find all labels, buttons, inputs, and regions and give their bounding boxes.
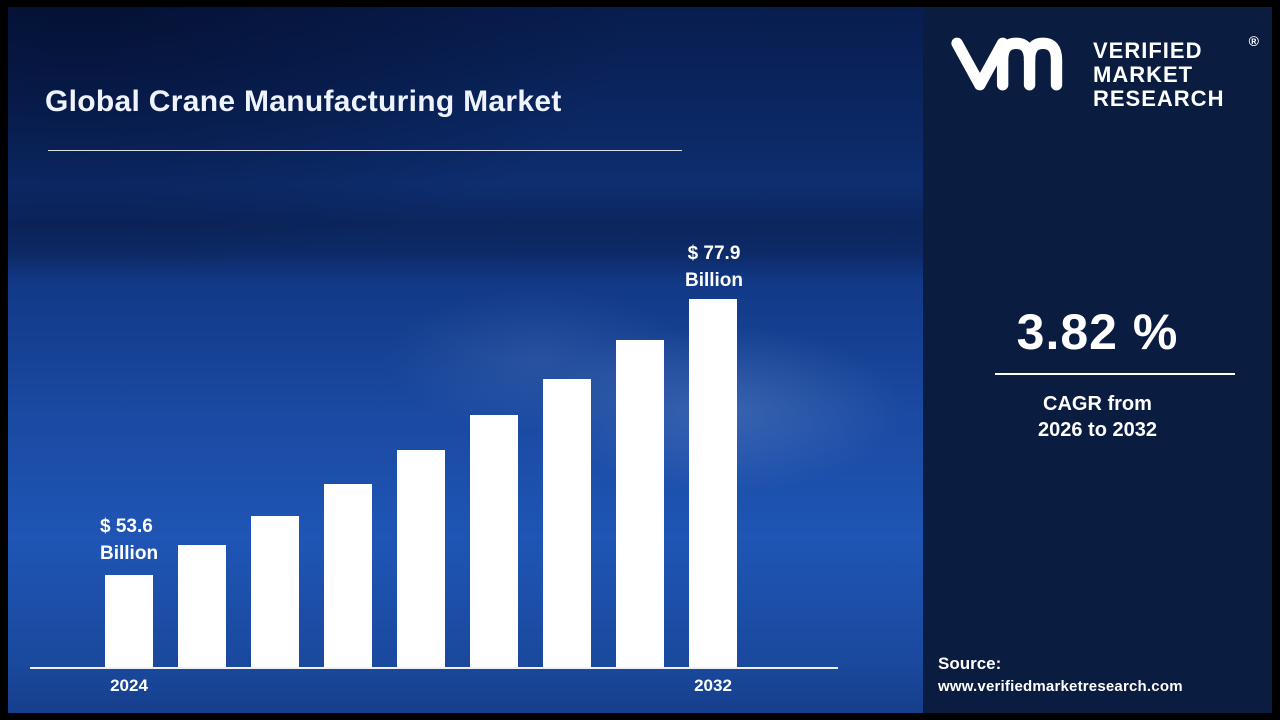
bar-2032 bbox=[689, 299, 737, 667]
x-tick-2032: 2032 bbox=[694, 676, 732, 695]
first-bar-unit: Billion bbox=[100, 543, 159, 564]
registered-trademark-icon: ® bbox=[1248, 33, 1259, 49]
first-bar-value-label: $ 53.6 Billion bbox=[100, 513, 158, 567]
bar-2027 bbox=[324, 484, 372, 667]
bar-2031 bbox=[616, 340, 664, 667]
chart-panel: Global Crane Manufacturing Market $ 53.6… bbox=[8, 7, 923, 713]
source-url: www.verifiedmarketresearch.com bbox=[938, 678, 1183, 695]
logo-line-market: MARKET bbox=[1093, 62, 1194, 87]
brand-panel: VERIFIED MARKET RESEARCH ® 3.82 % CAGR f… bbox=[923, 7, 1272, 713]
cagr-divider bbox=[995, 373, 1235, 375]
source-label: Source: bbox=[938, 654, 1002, 673]
bars-row bbox=[105, 299, 737, 667]
chart-title: Global Crane Manufacturing Market bbox=[45, 85, 562, 118]
last-bar-value-label: $ 77.9 Billion bbox=[671, 240, 757, 294]
logo-line-verified: VERIFIED bbox=[1093, 38, 1203, 63]
last-bar-unit: Billion bbox=[684, 270, 744, 291]
vm-monogram-icon bbox=[951, 37, 1063, 91]
cagr-value: 3.82 % bbox=[1016, 304, 1179, 360]
bar-2028 bbox=[397, 450, 445, 667]
bar-2026 bbox=[251, 516, 299, 667]
source-block: Source: www.verifiedmarketresearch.com bbox=[938, 654, 1183, 695]
cagr-caption: CAGR from 2026 to 2032 bbox=[923, 391, 1272, 443]
vmr-logo: VERIFIED MARKET RESEARCH bbox=[943, 35, 1224, 111]
last-bar-amount: $ 77.9 bbox=[687, 243, 741, 264]
content-frame: Global Crane Manufacturing Market $ 53.6… bbox=[8, 7, 1272, 713]
title-underline bbox=[48, 150, 682, 151]
logo-line-research: RESEARCH bbox=[1093, 86, 1225, 111]
bar-2030 bbox=[543, 379, 591, 667]
first-bar-amount: $ 53.6 bbox=[100, 516, 153, 537]
bar-2024 bbox=[105, 575, 153, 667]
x-tick-2024: 2024 bbox=[110, 676, 148, 695]
logo-wordmark: VERIFIED MARKET RESEARCH bbox=[1093, 35, 1224, 111]
cagr-caption-line1: CAGR from bbox=[1043, 393, 1152, 415]
cagr-caption-line2: 2026 to 2032 bbox=[1038, 419, 1157, 441]
bar-2029 bbox=[470, 415, 518, 667]
x-axis-line bbox=[30, 667, 838, 669]
background-industrial-skyline bbox=[8, 183, 923, 283]
bar-2025 bbox=[178, 545, 226, 667]
